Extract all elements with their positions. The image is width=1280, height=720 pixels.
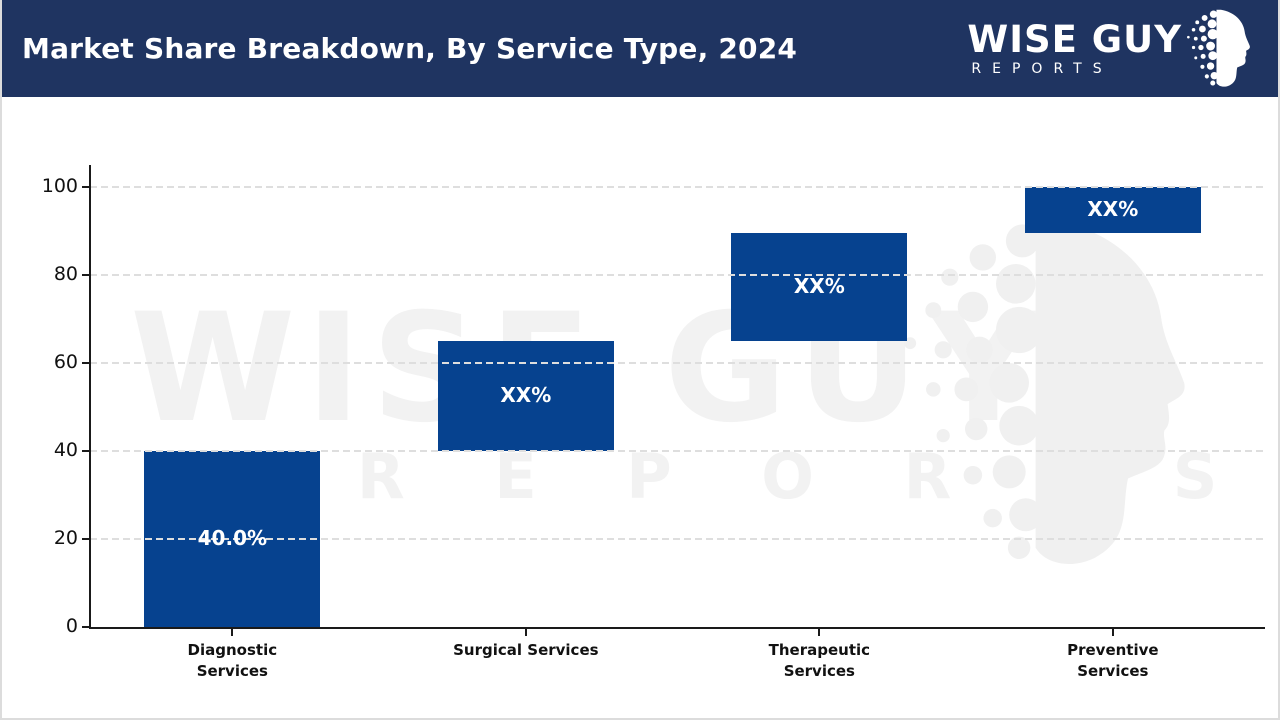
gridline <box>90 362 1264 364</box>
bar-value-label: XX% <box>500 383 552 407</box>
y-tick-label: 20 <box>53 527 78 549</box>
x-tick-mark <box>524 629 527 636</box>
y-tick-mark <box>82 274 89 276</box>
y-tick-mark <box>82 450 89 452</box>
y-tick-label: 60 <box>53 351 78 373</box>
logo-sub-text: REPORTS <box>971 60 1113 77</box>
y-tick-mark <box>82 626 89 628</box>
x-category-label-line: Services <box>1077 662 1149 680</box>
y-axis-line <box>89 165 91 629</box>
x-category-label: Therapeutic Services <box>699 640 939 682</box>
x-category-label-line: Diagnostic <box>187 641 278 659</box>
bar-value-label: 40.0% <box>197 526 268 550</box>
y-tick-mark <box>82 362 89 364</box>
x-category-label: Surgical Services <box>406 640 646 661</box>
bar-value-label: XX% <box>1087 197 1139 222</box>
chart-title: Market Share Breakdown, By Service Type,… <box>22 32 798 65</box>
watermark-face-icon <box>904 221 1185 564</box>
y-tick-mark <box>82 538 89 540</box>
y-tick-label: 40 <box>53 439 78 461</box>
gridline <box>90 186 1264 188</box>
wiseguy-logo: WISE GUY REPORTS <box>967 8 1252 90</box>
y-tick-label: 100 <box>41 175 78 197</box>
x-category-label: Preventive Services <box>993 640 1233 682</box>
x-tick-mark <box>1111 629 1114 636</box>
x-category-label: Diagnostic Services <box>112 640 352 682</box>
x-axis-line <box>89 627 1265 629</box>
gridline <box>90 538 1264 540</box>
x-category-label-line: Preventive <box>1067 641 1159 659</box>
gridline <box>90 450 1264 452</box>
x-category-label-line: Therapeutic <box>768 641 871 659</box>
y-tick-mark <box>82 186 89 188</box>
header-bar: Market Share Breakdown, By Service Type,… <box>2 0 1278 97</box>
x-tick-mark <box>818 629 821 636</box>
x-category-label-line: Surgical Services <box>453 641 599 659</box>
y-tick-label: 0 <box>65 615 78 637</box>
bar-segment <box>731 233 908 341</box>
bar-value-label: XX% <box>793 274 845 299</box>
logo-brand-text: WISE GUY <box>967 17 1182 61</box>
bar-segment <box>1024 187 1201 234</box>
wiseguy-face-icon <box>1187 9 1250 87</box>
x-category-label-line: Services <box>196 662 268 680</box>
y-tick-label: 80 <box>53 263 78 285</box>
bar-segment <box>437 341 614 451</box>
x-category-label-line: Services <box>783 662 855 680</box>
x-tick-mark <box>231 629 234 636</box>
wiseguy-logo-text: WISE GUY REPORTS <box>967 21 1182 77</box>
gridline <box>90 274 1264 276</box>
